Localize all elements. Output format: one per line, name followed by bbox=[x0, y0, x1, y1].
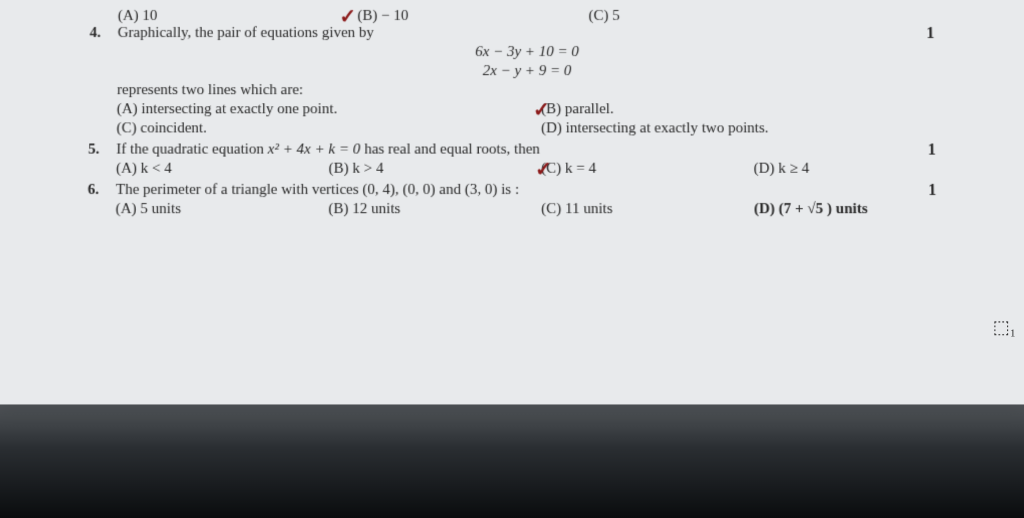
q4-opt-d: (D) intersecting at exactly two points. bbox=[541, 120, 966, 137]
q4-marks: 1 bbox=[926, 25, 934, 43]
q4-row: 4. Graphically, the pair of equations gi… bbox=[89, 25, 964, 42]
q5-opt-d: (D) k ≥ 4 bbox=[754, 161, 967, 178]
q4-subtext: represents two lines which are: bbox=[117, 82, 965, 99]
q6-marks: 1 bbox=[928, 182, 936, 200]
q4-opt-c: (C) coincident. bbox=[116, 120, 541, 137]
q6-row: 6. The perimeter of a triangle with vert… bbox=[88, 182, 967, 199]
q6-opt-b: (B) 12 units bbox=[328, 201, 541, 218]
q3-options-partial: (A) 10 ✓ (B) − 10 (C) 5 bbox=[118, 8, 965, 25]
q5-opt-c-text: (C) k = 4 bbox=[541, 161, 596, 177]
q4-number: 4. bbox=[89, 25, 117, 42]
q4-text: Graphically, the pair of equations given… bbox=[118, 25, 965, 42]
q5-row: 5. If the quadratic equation x² + 4x + k… bbox=[88, 141, 966, 158]
q5-opt-c: ✓ (C) k = 4 bbox=[541, 161, 754, 178]
q6-text: The perimeter of a triangle with vertice… bbox=[116, 182, 967, 199]
q4-opt-b-text: (B) parallel. bbox=[541, 101, 614, 117]
q4-opt-b: ✓ (B) parallel. bbox=[541, 101, 965, 118]
q3-opt-b-text: (B) − 10 bbox=[357, 8, 408, 24]
q4-opt-a: (A) intersecting at exactly one point. bbox=[117, 101, 541, 118]
q4-eq1: 6x − 3y + 10 = 0 bbox=[89, 44, 965, 61]
q4-eq2: 2x − y + 9 = 0 bbox=[89, 63, 965, 80]
side-annotation: ⬚₁ bbox=[993, 317, 1016, 338]
q5-opt-a: (A) k < 4 bbox=[116, 161, 329, 178]
q5-text-pre: If the quadratic equation bbox=[116, 141, 268, 157]
exam-page: (A) 10 ✓ (B) − 10 (C) 5 4. Graphically, … bbox=[0, 0, 1024, 404]
q5-options: (A) k < 4 (B) k > 4 ✓ (C) k = 4 (D) k ≥ … bbox=[116, 161, 966, 178]
q6-opt-a: (A) 5 units bbox=[115, 201, 328, 218]
q3-opt-b: ✓ (B) − 10 bbox=[357, 8, 408, 25]
q6-number: 6. bbox=[88, 182, 116, 199]
q5-number: 5. bbox=[88, 141, 116, 158]
q5-opt-b: (B) k > 4 bbox=[329, 161, 542, 178]
q5-text: If the quadratic equation x² + 4x + k = … bbox=[116, 141, 966, 158]
q3-opt-a: (A) 10 bbox=[118, 8, 158, 25]
q4-options: (A) intersecting at exactly one point. ✓… bbox=[116, 101, 965, 137]
q5-expr: x² + 4x + k = 0 bbox=[268, 141, 361, 157]
q6-options: (A) 5 units (B) 12 units (C) 11 units (D… bbox=[115, 201, 966, 218]
q6-opt-d: (D) (7 + √5 ) units bbox=[754, 201, 967, 218]
q5-marks: 1 bbox=[928, 141, 936, 159]
q6-opt-c: (C) 11 units bbox=[541, 201, 754, 218]
q5-text-post: has real and equal roots, then bbox=[360, 141, 540, 157]
q3-opt-c: (C) 5 bbox=[589, 8, 620, 25]
